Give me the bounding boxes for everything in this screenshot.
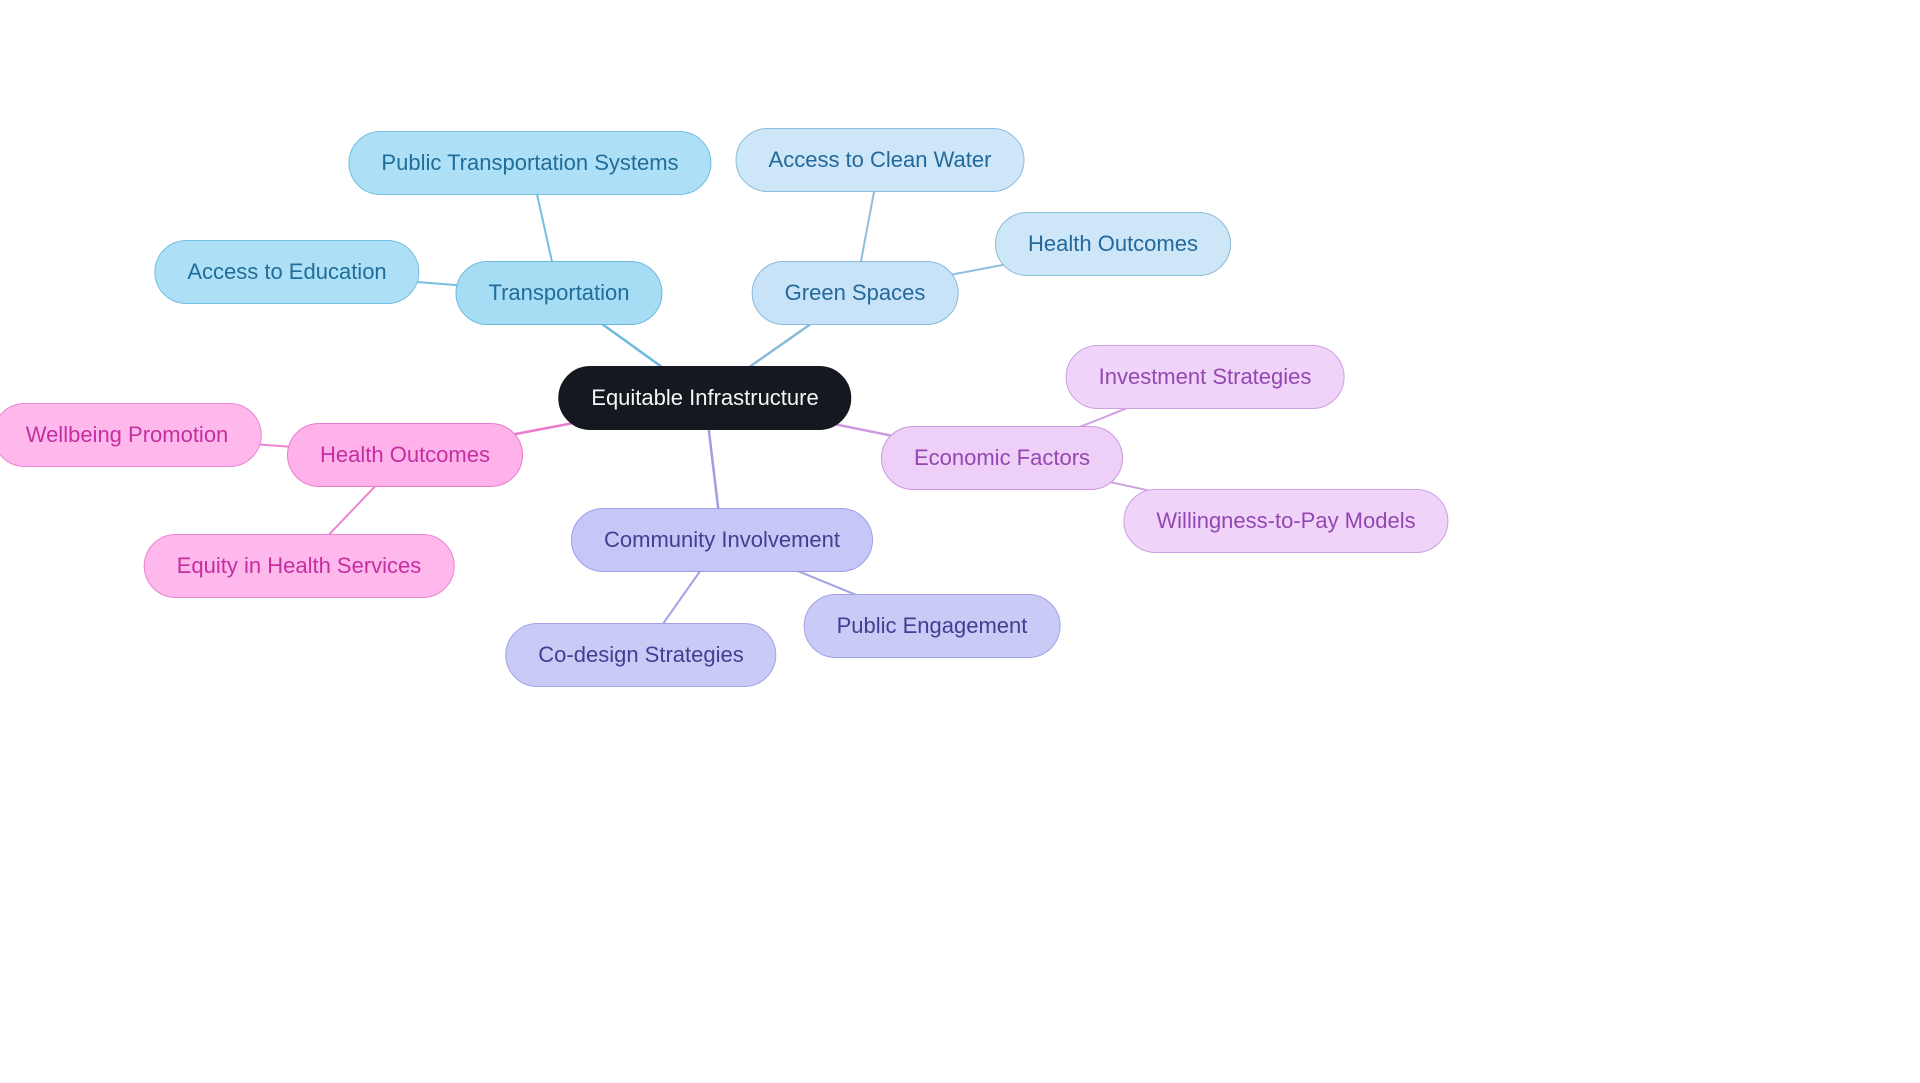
node-wtp: Willingness-to-Pay Models [1123, 489, 1448, 553]
node-pubtrans: Public Transportation Systems [348, 131, 711, 195]
node-invest: Investment Strategies [1066, 345, 1345, 409]
node-green: Green Spaces [752, 261, 959, 325]
node-ghealth: Health Outcomes [995, 212, 1231, 276]
node-water: Access to Clean Water [736, 128, 1025, 192]
node-econ: Economic Factors [881, 426, 1123, 490]
node-codesign: Co-design Strategies [505, 623, 776, 687]
node-root: Equitable Infrastructure [558, 366, 851, 430]
node-transport: Transportation [455, 261, 662, 325]
node-education: Access to Education [154, 240, 419, 304]
node-community: Community Involvement [571, 508, 873, 572]
node-equity: Equity in Health Services [144, 534, 455, 598]
node-engage: Public Engagement [804, 594, 1061, 658]
node-health: Health Outcomes [287, 423, 523, 487]
node-wellbeing: Wellbeing Promotion [0, 403, 261, 467]
